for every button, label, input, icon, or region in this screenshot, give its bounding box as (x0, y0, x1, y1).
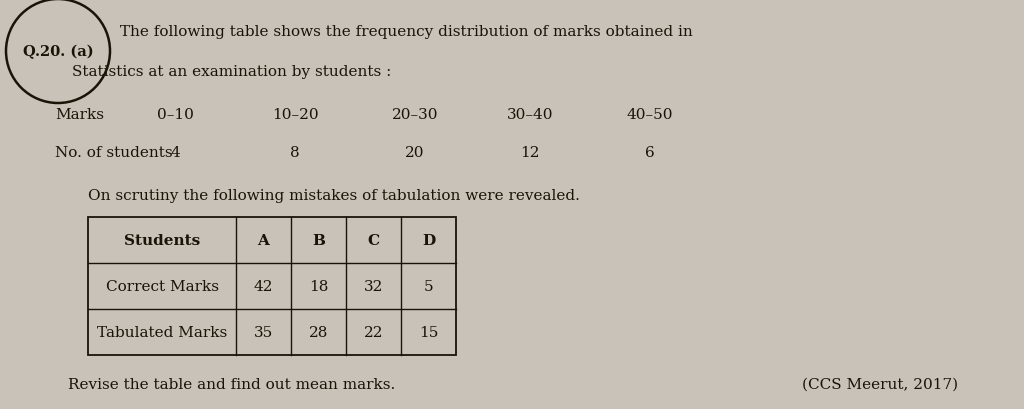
Text: A: A (258, 234, 269, 247)
Text: The following table shows the frequency distribution of marks obtained in: The following table shows the frequency … (115, 25, 693, 39)
Text: Q.20. (a): Q.20. (a) (23, 45, 93, 59)
Text: Tabulated Marks: Tabulated Marks (97, 325, 227, 339)
Text: D: D (422, 234, 435, 247)
Text: 20: 20 (406, 146, 425, 160)
Text: Students: Students (124, 234, 200, 247)
Text: 42: 42 (254, 279, 273, 293)
Text: 0–10: 0–10 (157, 108, 194, 122)
Text: 40–50: 40–50 (627, 108, 673, 122)
Text: 12: 12 (520, 146, 540, 160)
Text: Correct Marks: Correct Marks (105, 279, 218, 293)
Text: Revise the table and find out mean marks.: Revise the table and find out mean marks… (68, 377, 395, 391)
Text: (CCS Meerut, 2017): (CCS Meerut, 2017) (802, 377, 958, 391)
Text: 20–30: 20–30 (392, 108, 438, 122)
Text: No. of students: No. of students (55, 146, 173, 160)
Text: B: B (312, 234, 325, 247)
Text: 15: 15 (419, 325, 438, 339)
Text: On scrutiny the following mistakes of tabulation were revealed.: On scrutiny the following mistakes of ta… (88, 189, 580, 202)
Text: 18: 18 (309, 279, 328, 293)
Text: 8: 8 (290, 146, 300, 160)
Text: 28: 28 (309, 325, 328, 339)
Text: 4: 4 (170, 146, 180, 160)
Text: 10–20: 10–20 (271, 108, 318, 122)
Text: 30–40: 30–40 (507, 108, 553, 122)
Text: 35: 35 (254, 325, 273, 339)
Text: 6: 6 (645, 146, 655, 160)
Text: Statistics at an examination by students :: Statistics at an examination by students… (72, 65, 391, 79)
Text: 32: 32 (364, 279, 383, 293)
Text: Marks: Marks (55, 108, 104, 122)
Text: 22: 22 (364, 325, 383, 339)
Text: C: C (368, 234, 380, 247)
Text: 5: 5 (424, 279, 433, 293)
